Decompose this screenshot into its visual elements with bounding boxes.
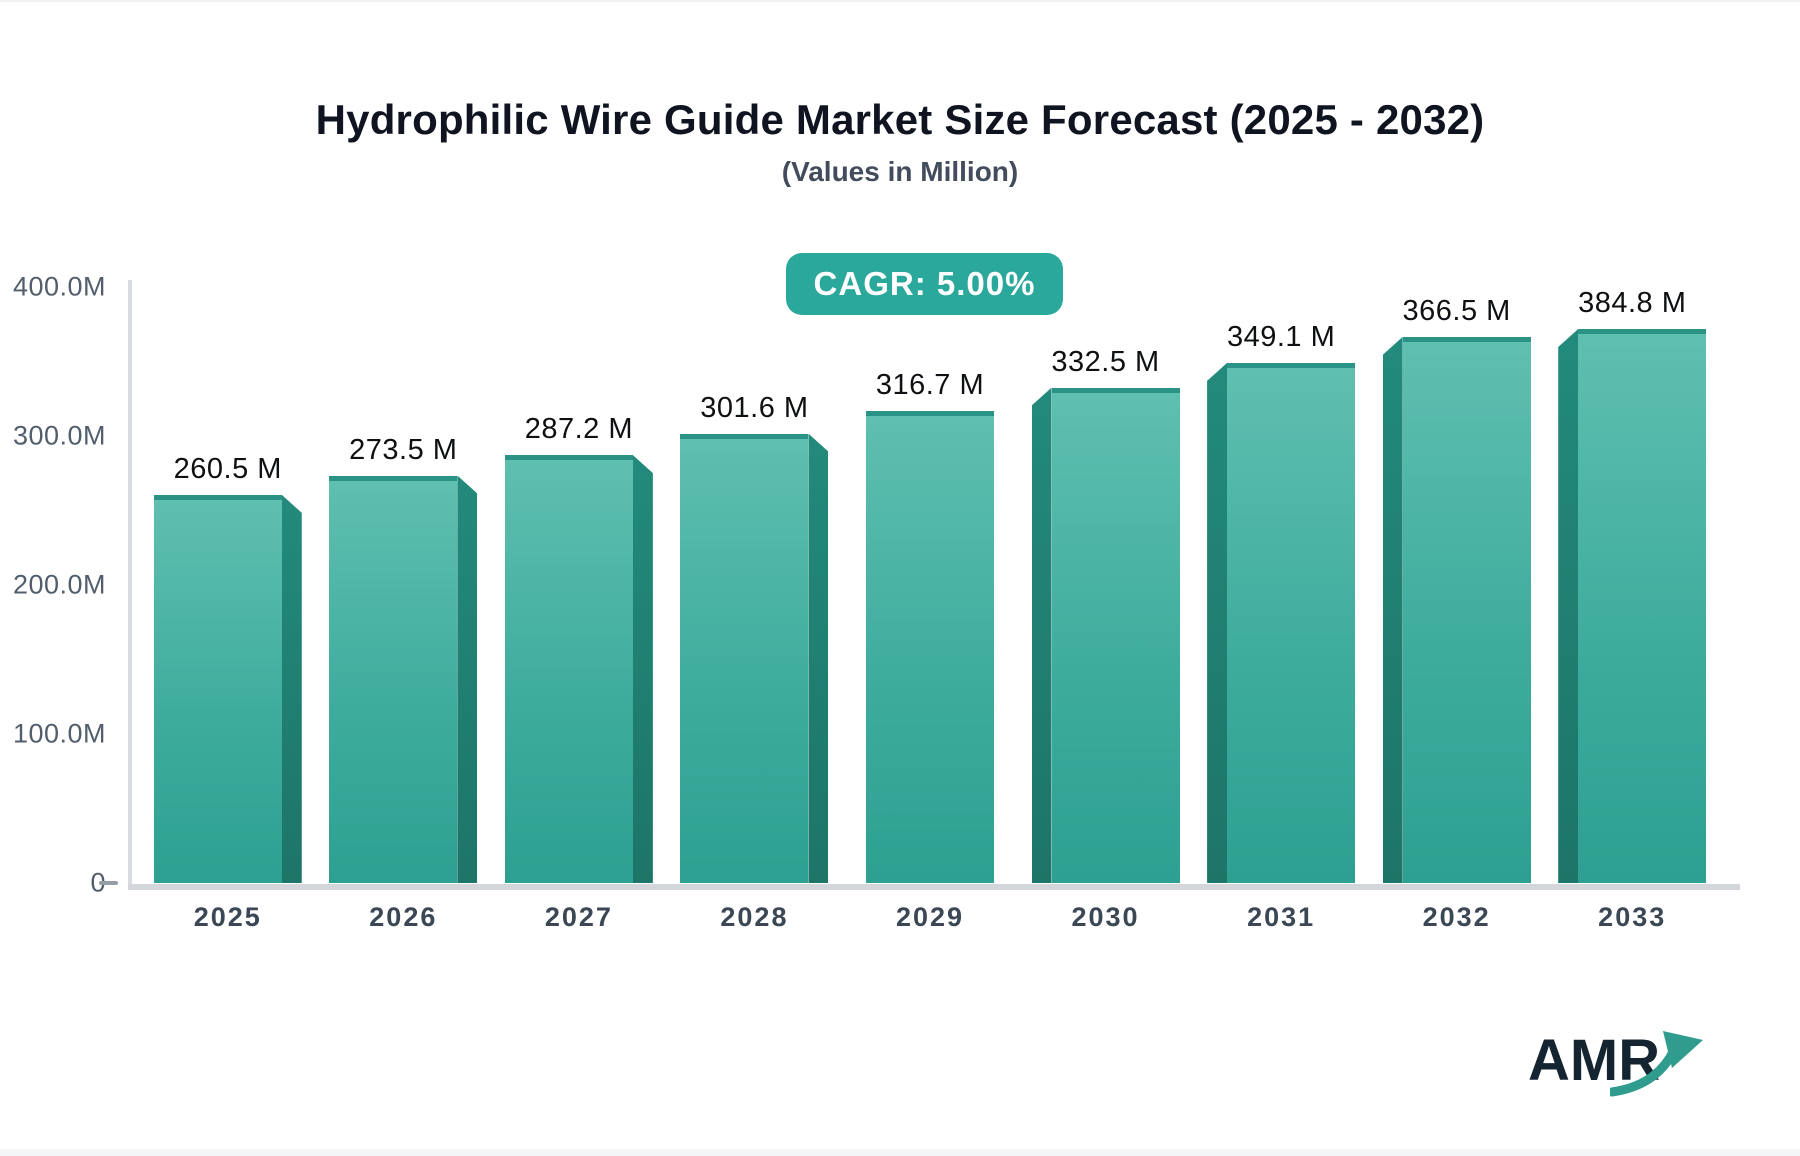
bar-column-2031: 349.1 M [1193,287,1369,883]
bar-3d [865,411,994,883]
x-tick-label: 2028 [720,902,789,932]
amr-logo: AMR [1528,1030,1728,1102]
growth-arrow-icon [1610,1031,1703,1097]
y-tick-label: 400.0M [12,271,106,302]
bar-3d [680,433,829,883]
cagr-badge: CAGR: 5.00% [786,253,1063,315]
bar-value-label: 287.2 M [524,413,634,446]
bar-front-face [1402,336,1531,883]
zero-tick-mark [99,881,118,885]
bar-value-label: 384.8 M [1578,287,1687,319]
bottom-edge-divider [0,1149,1800,1156]
y-axis-line [128,280,132,886]
bar-value-label: 332.5 M [1051,345,1160,378]
y-tick-label: 300.0M [12,420,106,451]
bar-front-face [1578,329,1707,883]
bar-column-2032: 366.5 M [1369,287,1545,883]
bar-front-face [153,494,282,883]
bar-side-face [281,494,302,883]
bar-value-label: 316.7 M [875,369,985,402]
y-tick-label: 0 [90,867,106,898]
x-tick-label: 2032 [1422,902,1491,932]
chart-title: Hydrophilic Wire Guide Market Size Forec… [315,96,1485,143]
bar-column-2028: 301.6 M [667,287,843,883]
bar-value-label: 260.5 M [173,452,282,485]
x-tick-label: 2031 [1247,902,1316,932]
bar-column-2026: 273.5 M [316,287,492,883]
bar-front-face [680,433,809,883]
y-tick-label: 100.0M [12,718,106,749]
x-tick-label: 2030 [1071,902,1140,932]
x-tick-label: 2025 [193,902,262,932]
bar-column-2030: 332.5 M [1018,287,1194,883]
plot-area: 260.5 M 273.5 M 287.2 M 301.6 M 316.7 M 332.5… [140,287,1720,883]
bar-3d [329,475,478,883]
bar-side-face [1558,329,1579,883]
bar-3d [1382,336,1531,883]
bar-column-2027: 287.2 M [491,287,667,883]
chart-subtitle: (Values in Million) [781,156,1019,187]
x-axis-labels: 2025 2026 2027 2028 2029 2030 2031 2032 2033 [140,902,1720,938]
bar-value-label: 349.1 M [1226,320,1336,353]
bar-3d [1558,329,1707,883]
bar-side-face [1031,387,1052,883]
bar-column-2033: 384.8 M [1544,287,1720,883]
top-edge-divider [0,0,1800,2]
bar-side-face [808,433,829,883]
bar-side-face [1207,362,1228,883]
bar-3d [1031,387,1180,883]
bar-front-face [1051,387,1180,883]
bar-column-2029: 316.7 M [842,287,1018,883]
x-tick-label: 2029 [895,902,965,932]
bar-3d [1207,362,1356,883]
bar-column-2025: 260.5 M [140,287,316,883]
y-tick-label: 200.0M [12,569,106,600]
x-tick-label: 2033 [1598,902,1667,932]
y-axis-labels: 400.0M 300.0M 200.0M 100.0M 0 [0,272,106,898]
bar-side-face [457,475,478,883]
bar-front-face [1227,362,1356,883]
bar-value-label: 273.5 M [349,433,458,466]
bar-3d [153,494,302,883]
bar-side-face [632,455,653,883]
bar-front-face [329,475,458,883]
x-tick-label: 2026 [369,902,438,932]
x-axis-baseline [128,884,1740,890]
bar-value-label: 366.5 M [1402,294,1511,327]
bar-front-face [504,455,633,883]
bar-value-label: 301.6 M [700,391,809,424]
bar-side-face [1382,336,1403,883]
bar-3d [504,455,653,883]
x-tick-label: 2027 [544,902,613,932]
bar-front-face [865,411,994,883]
